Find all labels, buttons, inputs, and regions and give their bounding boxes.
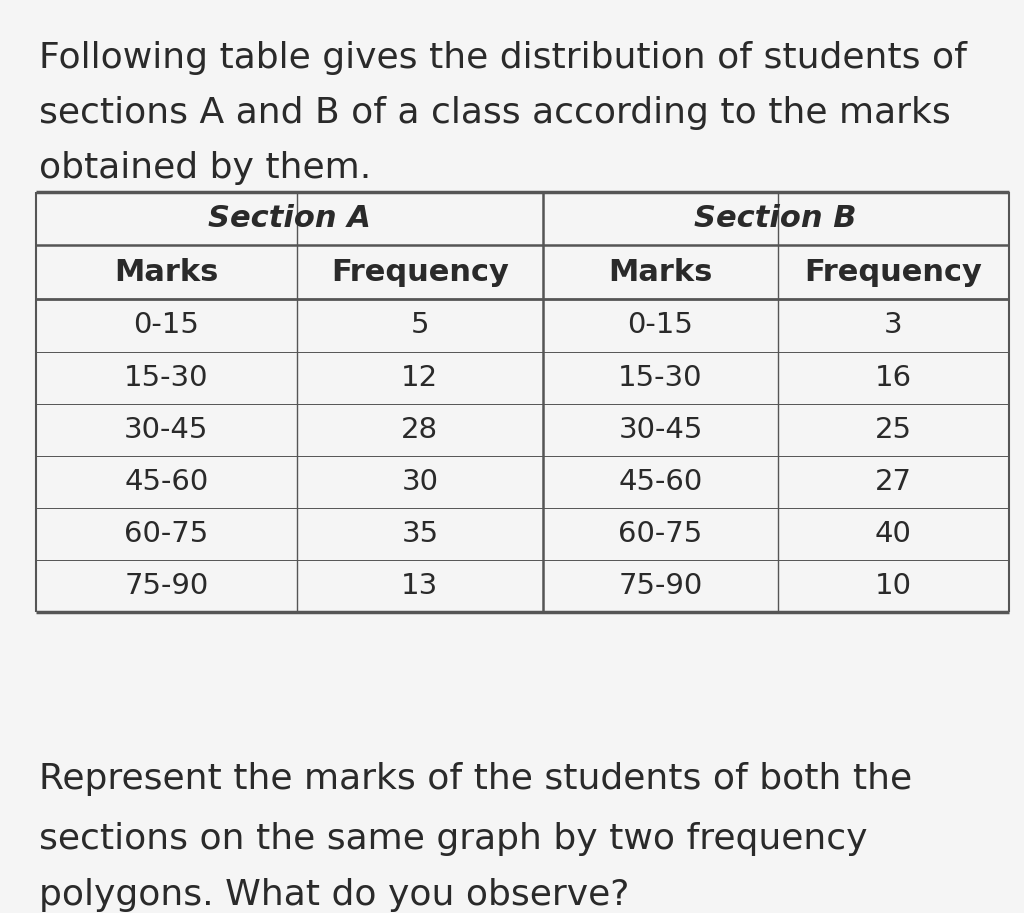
Text: 40: 40 — [874, 519, 912, 548]
Text: 45-60: 45-60 — [124, 467, 209, 496]
Text: 75-90: 75-90 — [124, 572, 209, 600]
Text: Section B: Section B — [694, 204, 857, 233]
Text: Following table gives the distribution of students of: Following table gives the distribution o… — [39, 41, 967, 75]
Text: 30-45: 30-45 — [618, 415, 702, 444]
Text: 0-15: 0-15 — [628, 311, 693, 340]
Text: 35: 35 — [401, 519, 438, 548]
Text: 28: 28 — [401, 415, 438, 444]
Text: 15-30: 15-30 — [124, 363, 209, 392]
Text: Marks: Marks — [115, 257, 218, 287]
Text: 30-45: 30-45 — [124, 415, 209, 444]
Text: 12: 12 — [401, 363, 438, 392]
Text: 0-15: 0-15 — [133, 311, 200, 340]
Text: Section A: Section A — [208, 204, 371, 233]
Text: 3: 3 — [884, 311, 903, 340]
Text: 5: 5 — [411, 311, 429, 340]
Text: 75-90: 75-90 — [618, 572, 702, 600]
Text: obtained by them.: obtained by them. — [39, 151, 371, 184]
Text: Marks: Marks — [608, 257, 713, 287]
Text: sections on the same graph by two frequency: sections on the same graph by two freque… — [39, 822, 867, 855]
Text: 16: 16 — [874, 363, 912, 392]
Text: Frequency: Frequency — [331, 257, 509, 287]
Text: 30: 30 — [401, 467, 438, 496]
Text: 25: 25 — [874, 415, 912, 444]
Text: 13: 13 — [401, 572, 438, 600]
Text: 60-75: 60-75 — [618, 519, 702, 548]
Text: 27: 27 — [874, 467, 912, 496]
Text: 15-30: 15-30 — [618, 363, 702, 392]
Text: sections A and B of a class according to the marks: sections A and B of a class according to… — [39, 96, 950, 130]
Text: 45-60: 45-60 — [618, 467, 702, 496]
Text: Represent the marks of the students of both the: Represent the marks of the students of b… — [39, 762, 912, 796]
Text: 60-75: 60-75 — [124, 519, 209, 548]
Text: Frequency: Frequency — [805, 257, 982, 287]
Text: polygons. What do you observe?: polygons. What do you observe? — [39, 878, 630, 912]
Text: 10: 10 — [874, 572, 912, 600]
